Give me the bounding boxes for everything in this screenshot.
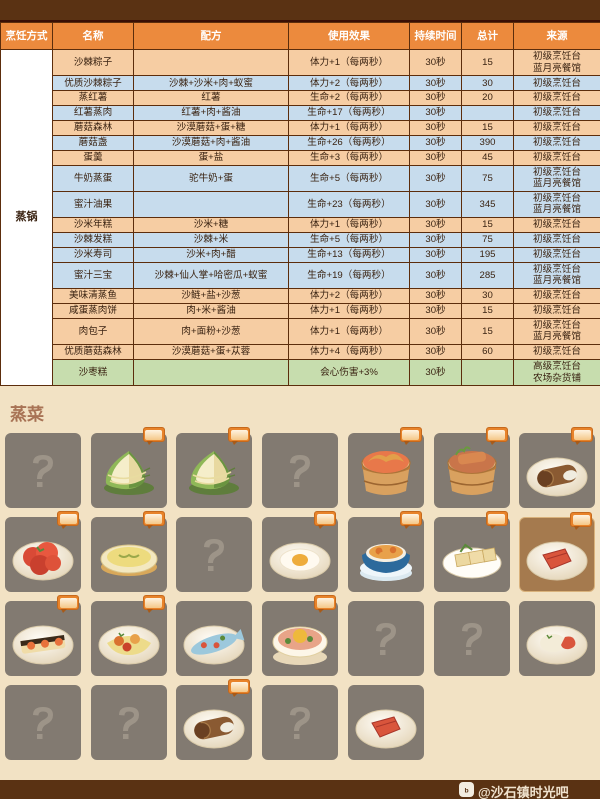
svg-text:b: b [464, 788, 468, 795]
